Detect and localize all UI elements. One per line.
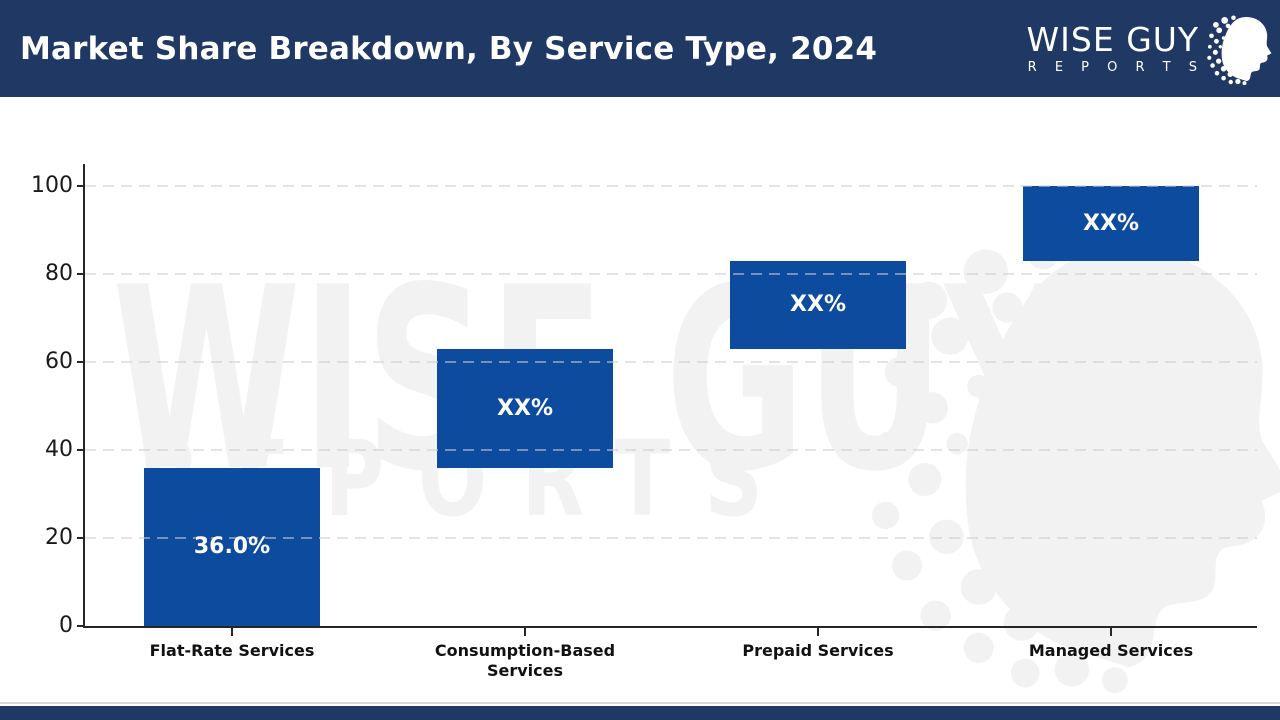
header-banner: Market Share Breakdown, By Service Type,… <box>0 0 1280 97</box>
bar-1 <box>144 468 320 626</box>
x-axis-tick <box>231 628 233 636</box>
y-axis-tick <box>77 361 85 363</box>
x-tick-label: Consumption-Based Services <box>434 641 616 680</box>
wise-guy-head-icon <box>1207 15 1272 86</box>
page-title: Market Share Breakdown, By Service Type,… <box>20 30 878 67</box>
bar-value-label: 36.0% <box>193 534 271 559</box>
brand-logo-text: WISE GUY R E P O R T S <box>1022 23 1204 75</box>
y-tick-label: 40 <box>45 437 73 462</box>
y-tick-label: 0 <box>59 613 73 638</box>
x-tick-label: Managed Services <box>1028 641 1194 660</box>
y-tick-label: 20 <box>45 525 73 550</box>
x-axis-tick <box>1110 628 1112 636</box>
figure-bottom-border <box>0 702 1280 704</box>
y-tick-label: 60 <box>45 349 73 374</box>
x-tick-label: Prepaid Services <box>742 641 894 660</box>
bar-value-label: XX% <box>497 396 553 421</box>
y-axis-tick <box>77 185 85 187</box>
brand-name: WISE GUY <box>1026 20 1200 60</box>
x-axis-tick <box>817 628 819 636</box>
label-layer: 0 20 40 60 80 100 36.0% Flat-Rate Services XX% Co… <box>0 97 1280 706</box>
bar-2 <box>437 349 613 468</box>
y-axis-tick <box>77 273 85 275</box>
x-axis-spine <box>83 626 1257 628</box>
y-tick-label: 100 <box>31 173 73 198</box>
brand-logo: WISE GUY R E P O R T S <box>1022 6 1272 92</box>
footer-banner <box>0 706 1280 720</box>
y-axis-tick <box>77 449 85 451</box>
x-tick-label: Flat-Rate Services <box>149 641 315 660</box>
brand-subtitle: R E P O R T S <box>1027 59 1204 75</box>
x-axis-tick <box>524 628 526 636</box>
chart-canvas: WISE GUY REPORTS 0 20 40 60 80 100 36.0% Flat-R… <box>0 97 1280 706</box>
bar-value-label: XX% <box>790 292 846 317</box>
y-tick-label: 80 <box>45 261 73 286</box>
y-axis-spine <box>83 164 85 628</box>
bars-layer <box>0 97 1280 706</box>
y-axis-tick <box>77 625 85 627</box>
y-axis-tick <box>77 537 85 539</box>
bar-3 <box>730 261 906 349</box>
bar-4 <box>1023 186 1199 261</box>
axis-layer <box>0 97 1280 706</box>
bar-value-label: XX% <box>1083 211 1139 236</box>
